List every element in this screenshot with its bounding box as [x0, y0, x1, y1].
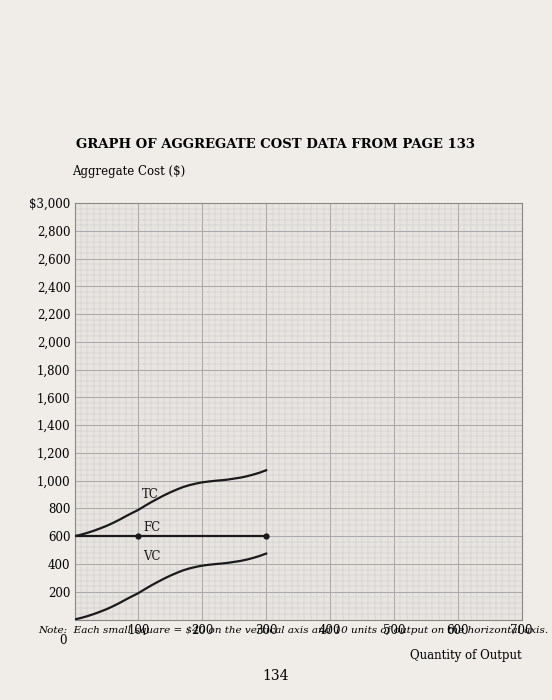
Text: GRAPH OF AGGREGATE COST DATA FROM PAGE 133: GRAPH OF AGGREGATE COST DATA FROM PAGE 1…: [77, 137, 475, 150]
Text: Note:  Each small square = $40 on the vertical axis and 10 units of output on th: Note: Each small square = $40 on the ver…: [39, 626, 549, 635]
Text: Aggregate Cost ($): Aggregate Cost ($): [72, 165, 185, 178]
Text: 134: 134: [263, 668, 289, 682]
Text: 0: 0: [59, 634, 66, 647]
Text: Quantity of Output: Quantity of Output: [410, 649, 522, 661]
Text: TC: TC: [142, 488, 158, 500]
Text: VC: VC: [144, 550, 161, 563]
Text: FC: FC: [144, 521, 161, 533]
